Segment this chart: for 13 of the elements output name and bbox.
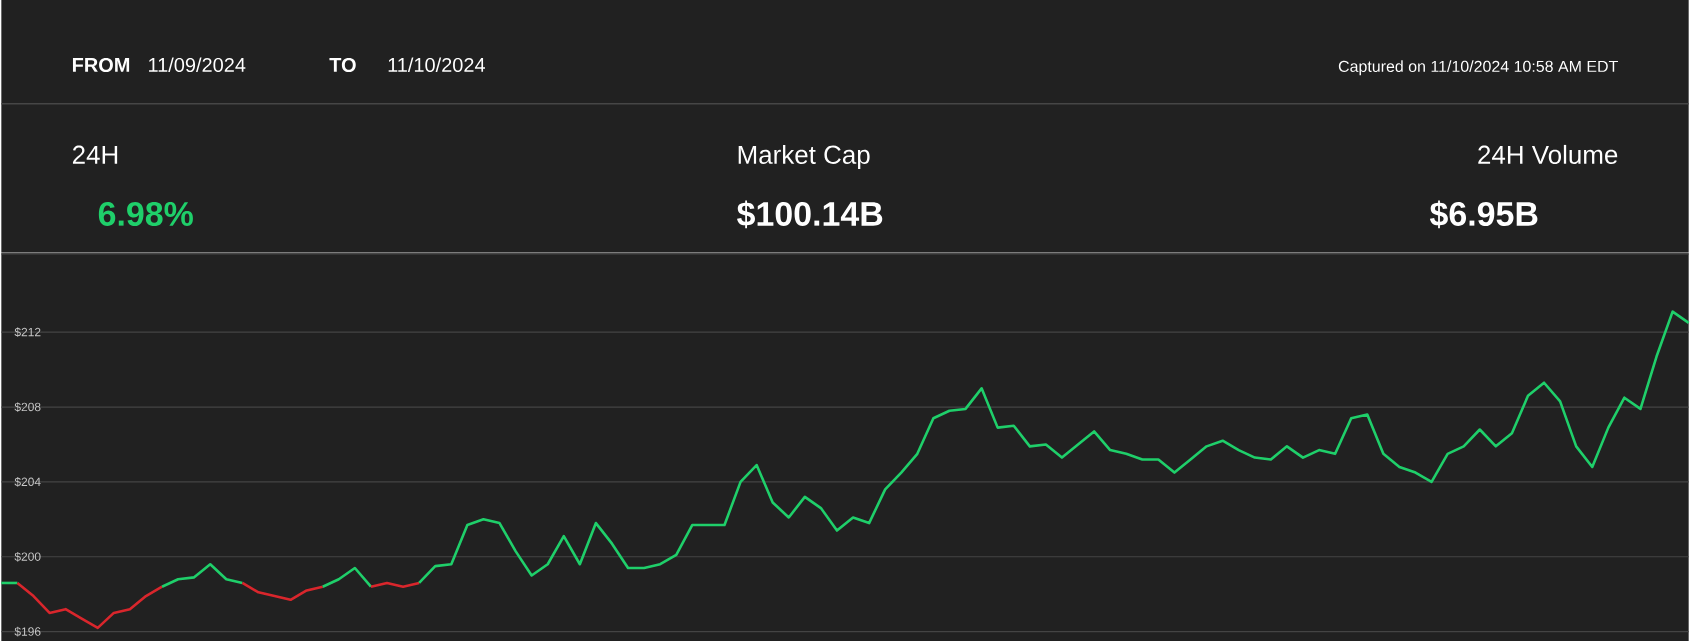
text: 24H Volume <box>1478 145 1618 165</box>
text: FROM <box>72 58 130 73</box>
line-series <box>16 582 164 630</box>
text: $100.14B <box>737 200 883 229</box>
line-series <box>241 582 325 602</box>
text: TO <box>329 58 356 73</box>
text: 6.98% <box>98 202 193 227</box>
text: 11/10/2024 <box>388 57 485 73</box>
text: 11/09/2024 <box>149 57 246 73</box>
text: $6.95B <box>1429 200 1538 229</box>
text: Market Cap <box>738 145 870 170</box>
line-series <box>160 563 244 589</box>
text: 24H <box>72 146 118 165</box>
